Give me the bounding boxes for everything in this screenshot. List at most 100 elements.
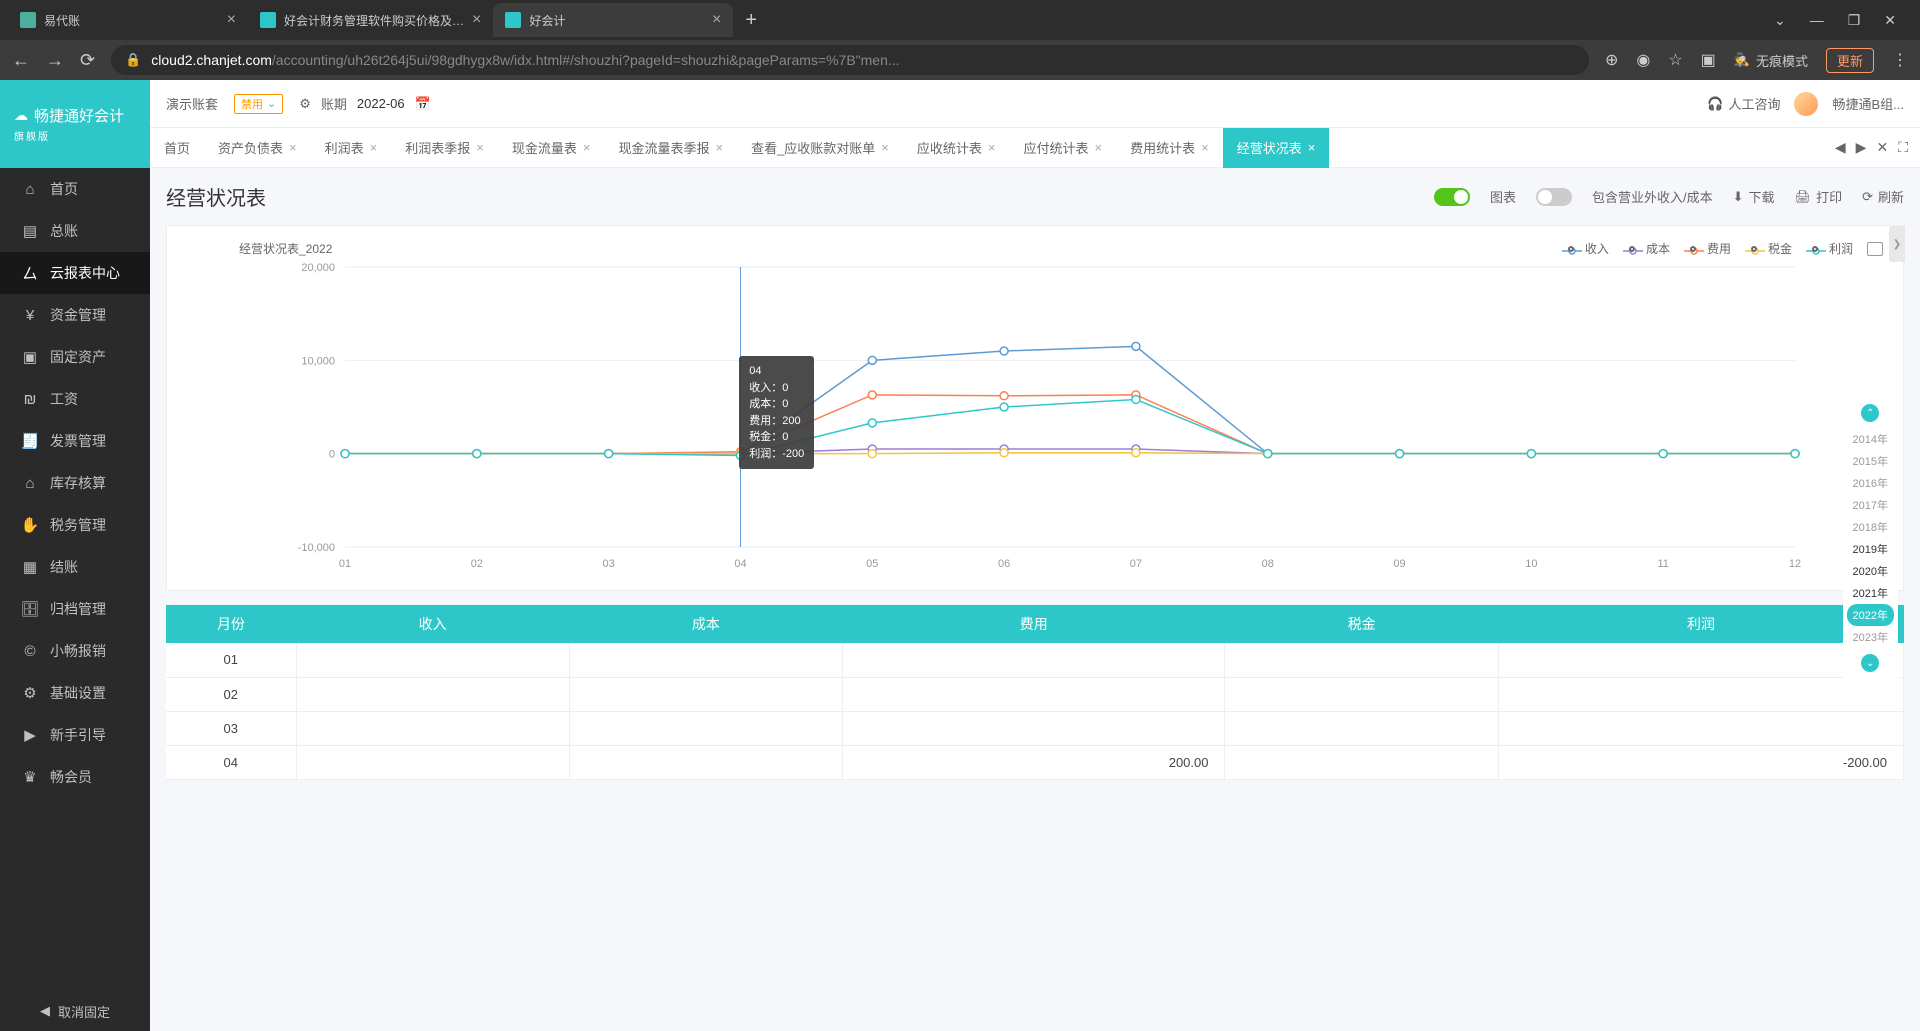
year-option[interactable]: 2019年 (1847, 538, 1894, 560)
page-tab-应付统计表[interactable]: 应付统计表× (1010, 128, 1117, 168)
toggle-chart[interactable] (1434, 188, 1470, 206)
legend-item-tax[interactable]: 税金 (1745, 240, 1792, 257)
sidebar-item-云报表中心[interactable]: ⼛云报表中心 (0, 252, 150, 294)
page-tab-close-icon[interactable]: × (370, 140, 378, 155)
sidebar-item-结账[interactable]: ▦结账 (0, 546, 150, 588)
tabs-close-all-button[interactable]: ✕ (1876, 139, 1888, 156)
legend-item-profit[interactable]: 利润 (1806, 240, 1853, 257)
sidebar-item-库存核算[interactable]: ⌂库存核算 (0, 462, 150, 504)
page-tab-资产负债表[interactable]: 资产负债表× (204, 128, 311, 168)
tab-close-icon[interactable]: × (227, 11, 236, 29)
window-close-icon[interactable]: ✕ (1884, 12, 1896, 29)
legend-item-cost[interactable]: 成本 (1623, 240, 1670, 257)
year-down-button[interactable]: ⌄ (1861, 654, 1879, 672)
toggle-extra-income[interactable] (1536, 188, 1572, 206)
page-tab-利润表[interactable]: 利润表× (311, 128, 392, 168)
year-option[interactable]: 2023年 (1847, 626, 1894, 648)
shield-icon[interactable]: ◉ (1636, 50, 1650, 70)
tab-close-icon[interactable]: × (472, 11, 481, 29)
period-value[interactable]: 2022-06 (357, 96, 405, 111)
tabs-next-button[interactable]: ▶ (1856, 139, 1867, 156)
page-tab-close-icon[interactable]: × (988, 140, 996, 155)
sidebar-item-税务管理[interactable]: ✋税务管理 (0, 504, 150, 546)
collapse-panel-button[interactable]: ❯ (1889, 226, 1905, 262)
tab-close-icon[interactable]: × (712, 11, 721, 29)
sidebar-item-首页[interactable]: ⌂首页 (0, 168, 150, 210)
new-tab-button[interactable]: + (733, 9, 769, 32)
sidebar-unpin-button[interactable]: ◀ 取消固定 (0, 991, 150, 1031)
account-name[interactable]: 演示账套 (166, 94, 218, 113)
browser-tab[interactable]: 好会计× (493, 3, 733, 37)
window-maximize-icon[interactable]: ❐ (1848, 12, 1861, 29)
menu-icon: © (22, 643, 38, 660)
sidebar-item-工资[interactable]: ₪工资 (0, 378, 150, 420)
year-option[interactable]: 2018年 (1847, 516, 1894, 538)
chart-save-icon[interactable] (1867, 242, 1883, 256)
page-tab-现金流量表季报[interactable]: 现金流量表季报× (604, 128, 737, 168)
page-tab-close-icon[interactable]: × (881, 140, 889, 155)
refresh-button[interactable]: ⟳刷新 (1862, 187, 1904, 206)
menu-icon[interactable]: ⋮ (1892, 50, 1908, 70)
fullscreen-icon[interactable]: ⛶ (1898, 139, 1908, 156)
sidebar-item-新手引导[interactable]: ▶新手引导 (0, 714, 150, 756)
sidebar-item-发票管理[interactable]: 🧾发票管理 (0, 420, 150, 462)
reload-button[interactable]: ⟳ (80, 50, 95, 71)
page-tab-close-icon[interactable]: × (476, 140, 484, 155)
sidebar-item-资金管理[interactable]: ¥资金管理 (0, 294, 150, 336)
legend-item-expense[interactable]: 费用 (1684, 240, 1731, 257)
year-up-button[interactable]: ⌃ (1861, 404, 1879, 422)
page-tab-close-icon[interactable]: × (1095, 140, 1103, 155)
page-tab-费用统计表[interactable]: 费用统计表× (1116, 128, 1223, 168)
settings-icon[interactable]: ⚙ (299, 96, 311, 112)
zoom-icon[interactable]: ⊕ (1605, 50, 1618, 70)
page-tab-close-icon[interactable]: × (1308, 140, 1316, 155)
table-header: 税金 (1225, 605, 1498, 643)
sidebar-item-固定资产[interactable]: ▣固定资产 (0, 336, 150, 378)
disable-tag[interactable]: 禁用 ⌄ (234, 94, 283, 114)
star-icon[interactable]: ☆ (1668, 50, 1682, 70)
year-option[interactable]: 2021年 (1847, 582, 1894, 604)
window-dropdown-icon[interactable]: ⌄ (1774, 12, 1786, 29)
forward-button[interactable]: → (46, 50, 64, 71)
year-option[interactable]: 2016年 (1847, 472, 1894, 494)
page-tab-应收统计表[interactable]: 应收统计表× (903, 128, 1010, 168)
page-tab-利润表季报[interactable]: 利润表季报× (391, 128, 498, 168)
extensions-icon[interactable]: ▣ (1701, 50, 1716, 70)
avatar[interactable] (1794, 92, 1818, 116)
year-option[interactable]: 2015年 (1847, 450, 1894, 472)
page-tab-close-icon[interactable]: × (289, 140, 297, 155)
consult-button[interactable]: 🎧 人工咨询 (1707, 94, 1780, 113)
year-option[interactable]: 2014年 (1847, 428, 1894, 450)
sidebar-item-归档管理[interactable]: 🗄归档管理 (0, 588, 150, 630)
user-name[interactable]: 畅捷通B组... (1832, 94, 1904, 113)
page-tab-现金流量表[interactable]: 现金流量表× (498, 128, 605, 168)
browser-tab[interactable]: 好会计财务管理软件购买价格及…× (248, 3, 493, 37)
page-tab-close-icon[interactable]: × (715, 140, 723, 155)
page-tab-经营状况表[interactable]: 经营状况表× (1223, 128, 1330, 168)
year-option[interactable]: 2022年 (1847, 604, 1894, 626)
page-tab-close-icon[interactable]: × (1201, 140, 1209, 155)
calendar-icon[interactable]: 📅 (415, 96, 431, 112)
window-minimize-icon[interactable]: — (1810, 12, 1824, 29)
browser-toolbar: ← → ⟳ 🔒 cloud2.chanjet.com/accounting/uh… (0, 40, 1920, 80)
page-tab-查看_应收账款对账单[interactable]: 查看_应收账款对账单× (737, 128, 903, 168)
page-tab-close-icon[interactable]: × (583, 140, 591, 155)
year-option[interactable]: 2020年 (1847, 560, 1894, 582)
sidebar-item-基础设置[interactable]: ⚙基础设置 (0, 672, 150, 714)
table-cell (296, 677, 569, 711)
table-cell: 02 (166, 677, 296, 711)
browser-tab[interactable]: 易代账× (8, 3, 248, 37)
print-button[interactable]: 🖨打印 (1795, 187, 1843, 206)
download-button[interactable]: ⬇下载 (1733, 187, 1775, 206)
legend-item-revenue[interactable]: 收入 (1562, 240, 1609, 257)
tabs-prev-button[interactable]: ◀ (1835, 139, 1846, 156)
back-button[interactable]: ← (12, 50, 30, 71)
update-button[interactable]: 更新 (1826, 48, 1874, 73)
url-bar[interactable]: 🔒 cloud2.chanjet.com/accounting/uh26t264… (111, 45, 1589, 75)
year-option[interactable]: 2017年 (1847, 494, 1894, 516)
page-tab-首页[interactable]: 首页 (150, 128, 204, 168)
sidebar-item-畅会员[interactable]: ♛畅会员 (0, 756, 150, 798)
sidebar-item-小畅报销[interactable]: ©小畅报销 (0, 630, 150, 672)
line-chart[interactable]: -10,000010,00020,00001020304050607080910… (187, 257, 1883, 577)
sidebar-item-总账[interactable]: ▤总账 (0, 210, 150, 252)
